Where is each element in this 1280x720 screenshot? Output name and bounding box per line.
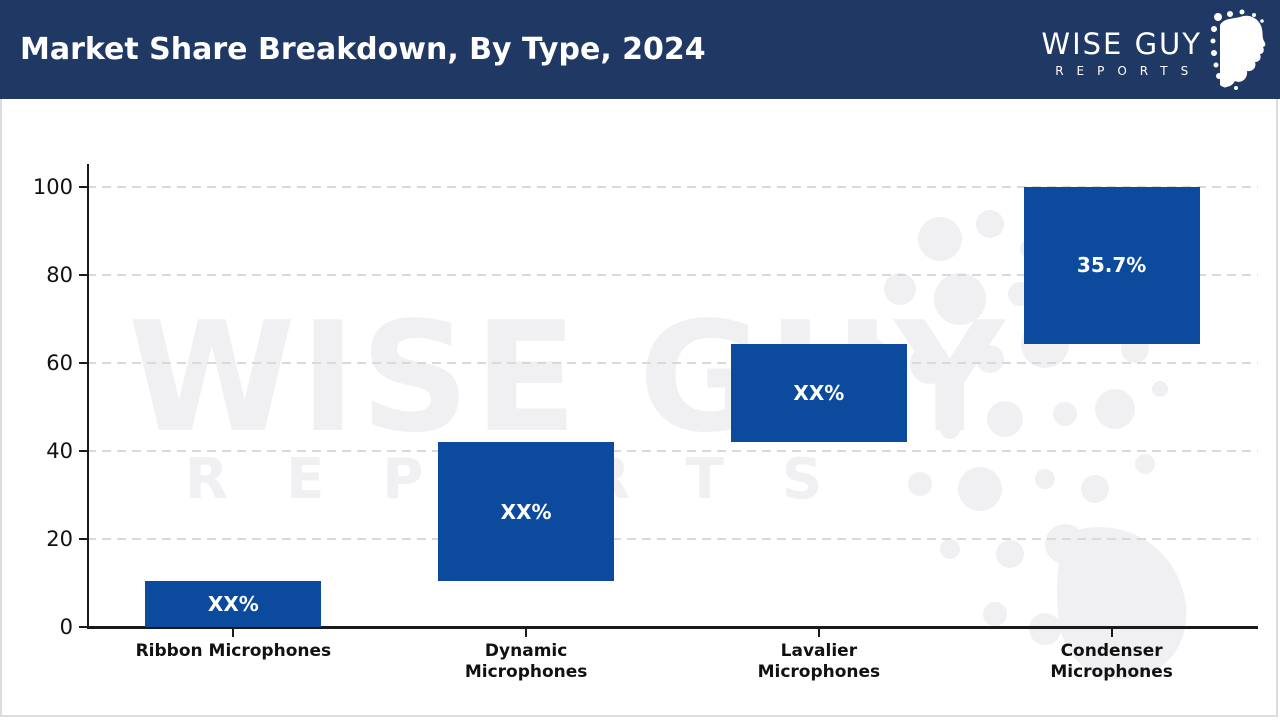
x-tick-mark: [1110, 629, 1113, 637]
bar-value-label: 35.7%: [1076, 253, 1147, 278]
face-logo-icon: [1210, 9, 1266, 90]
bar-4: 35.7%: [1023, 186, 1200, 344]
header: Market Share Breakdown, By Type, 2024 WI…: [0, 0, 1280, 99]
y-tick-label: 20: [46, 526, 73, 551]
y-tick-label: 60: [46, 350, 73, 375]
bar-value-label: XX%: [207, 591, 259, 616]
page-title: Market Share Breakdown, By Type, 2024: [20, 32, 706, 67]
bar-1: XX%: [145, 580, 322, 627]
bar-value-label: XX%: [793, 381, 845, 406]
y-tick-mark: [79, 273, 87, 276]
brand-text: WISE GUY REPORTS: [1041, 27, 1202, 78]
x-tick-mark: [525, 629, 528, 637]
gridline-60: [87, 361, 1258, 364]
brand-name: WISE GUY: [1041, 26, 1202, 61]
x-tick-mark: [817, 629, 820, 637]
gridline-80: [87, 273, 1258, 276]
brand-tagline: REPORTS: [1055, 63, 1202, 78]
bar-value-label: XX%: [500, 499, 552, 524]
x-axis-line: [87, 626, 1258, 629]
bar-2: XX%: [438, 442, 615, 581]
x-category-label: Lavalier Microphones: [757, 641, 881, 683]
y-tick-mark: [79, 185, 87, 188]
y-tick-label: 100: [32, 174, 73, 199]
y-tick-label: 40: [46, 438, 73, 463]
y-tick-mark: [79, 361, 87, 364]
bar-3: XX%: [730, 343, 907, 443]
y-tick-label: 0: [59, 615, 73, 639]
gridline-40: [87, 449, 1258, 452]
x-tick-mark: [232, 629, 235, 637]
x-category-label: Dynamic Microphones: [464, 641, 588, 683]
y-tick-label: 80: [46, 262, 73, 287]
x-category-label: Condenser Microphones: [1050, 641, 1173, 683]
x-category-label: Ribbon Microphones: [135, 641, 332, 661]
gridline-20: [87, 537, 1258, 540]
y-tick-mark: [79, 626, 87, 628]
gridline-100: [87, 185, 1258, 188]
y-tick-mark: [79, 449, 87, 452]
y-tick-mark: [79, 537, 87, 540]
brand-logo: WISE GUY REPORTS: [1041, 6, 1266, 94]
y-axis-line: [87, 164, 89, 629]
